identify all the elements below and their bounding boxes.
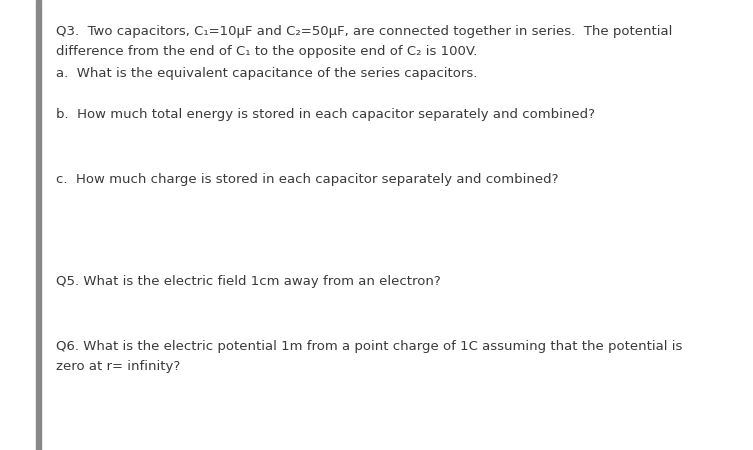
Bar [36,0,41,450]
Text: Q5. What is the electric field 1cm away from an electron?: Q5. What is the electric field 1cm away … [56,274,441,288]
Text: Q3.  Two capacitors, C₁=10μF and C₂=50μF, are connected together in series.  The: Q3. Two capacitors, C₁=10μF and C₂=50μF,… [56,25,673,38]
Text: a.  What is the equivalent capacitance of the series capacitors.: a. What is the equivalent capacitance of… [56,67,478,80]
Text: Q6. What is the electric potential 1m from a point charge of 1C assuming that th: Q6. What is the electric potential 1m fr… [56,340,683,353]
Text: c.  How much charge is stored in each capacitor separately and combined?: c. How much charge is stored in each cap… [56,173,559,186]
Text: b.  How much total energy is stored in each capacitor separately and combined?: b. How much total energy is stored in ea… [56,108,596,121]
Text: difference from the end of C₁ to the opposite end of C₂ is 100V.: difference from the end of C₁ to the opp… [56,45,478,58]
Text: zero at r= infinity?: zero at r= infinity? [56,360,181,373]
